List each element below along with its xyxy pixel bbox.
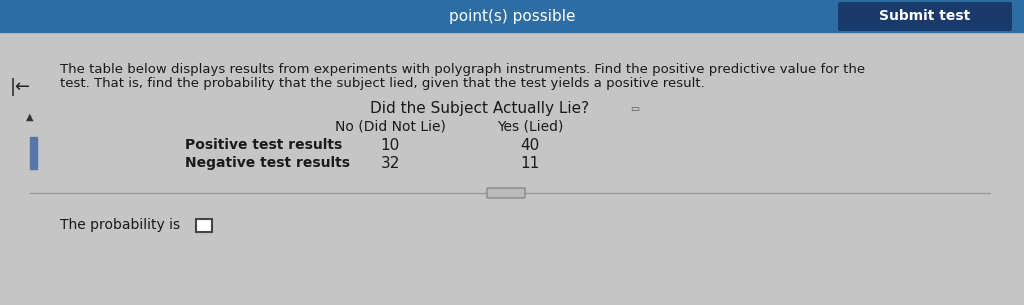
Text: The probability is: The probability is [60,218,180,232]
Text: Submit test: Submit test [880,9,971,23]
Text: point(s) possible: point(s) possible [449,9,575,23]
Bar [196,219,212,232]
Text: Did the Subject Actually Lie?: Did the Subject Actually Lie? [370,102,589,117]
Text: |←: |← [9,78,31,96]
Text: Positive test results: Positive test results [185,138,342,152]
Bar [0,32,1024,305]
Bar [30,137,37,169]
FancyBboxPatch shape [838,2,1012,31]
Text: 32: 32 [380,156,399,170]
Text: Negative test results: Negative test results [185,156,350,170]
Text: The table below displays results from experiments with polygraph instruments. Fi: The table below displays results from ex… [60,63,865,76]
FancyBboxPatch shape [487,188,525,198]
Text: 10: 10 [380,138,399,152]
Text: Yes (Lied): Yes (Lied) [497,120,563,134]
Bar [0,0,1024,32]
Text: ▭: ▭ [630,104,639,114]
Text: test. That is, find the probability that the subject lied, given that the test y: test. That is, find the probability that… [60,77,705,91]
Text: ▲: ▲ [27,112,34,122]
Text: 11: 11 [520,156,540,170]
Text: 40: 40 [520,138,540,152]
Text: No (Did Not Lie): No (Did Not Lie) [335,120,445,134]
